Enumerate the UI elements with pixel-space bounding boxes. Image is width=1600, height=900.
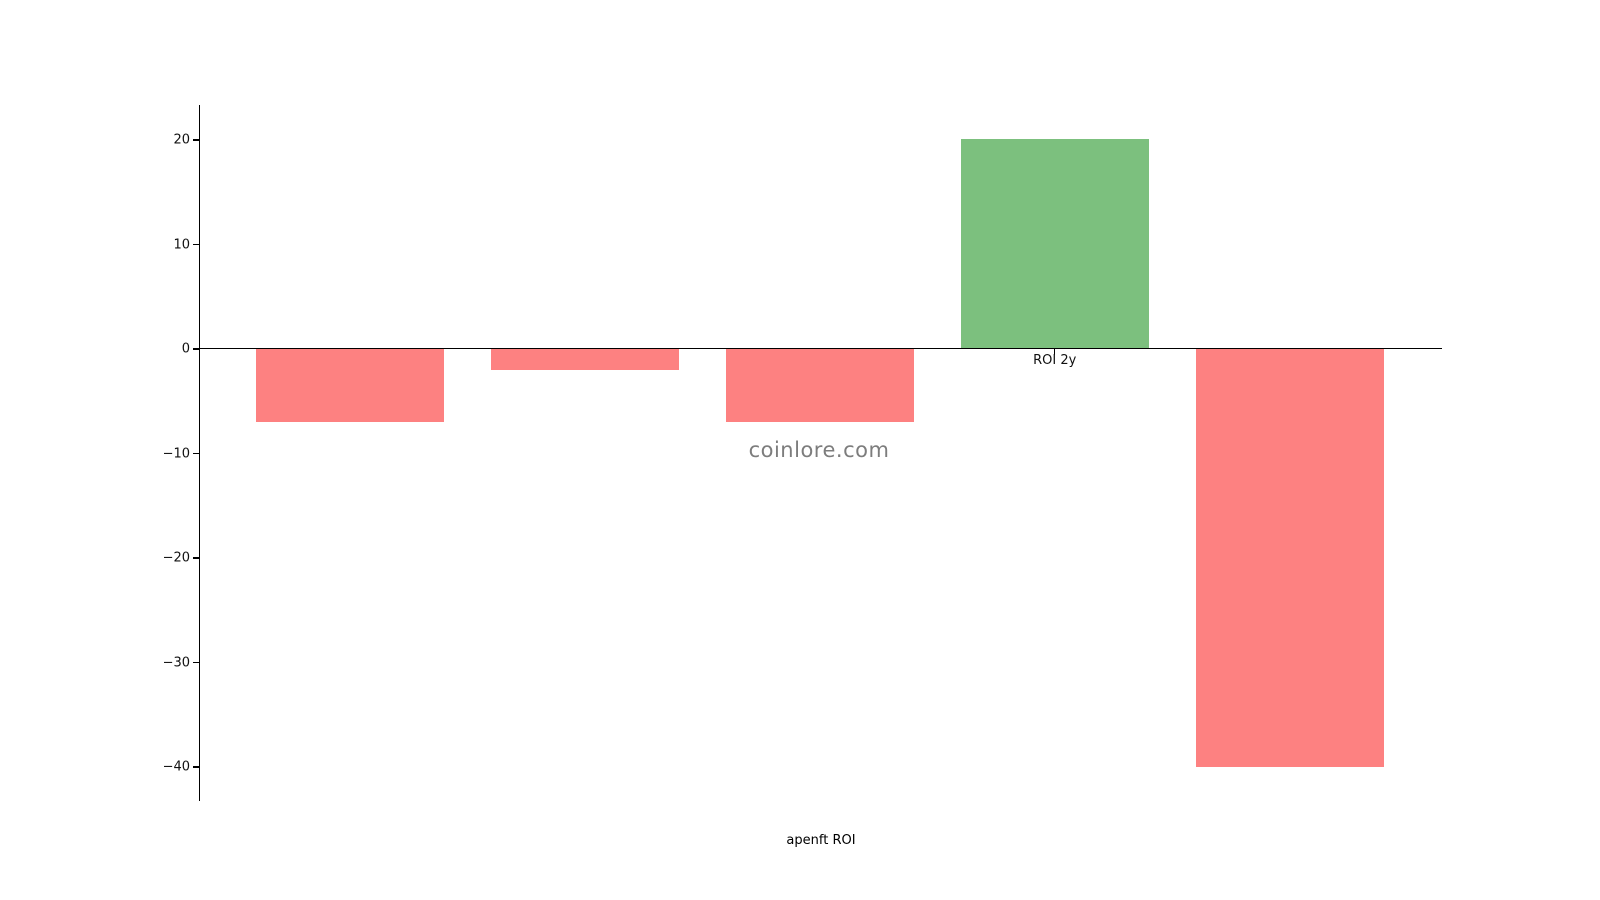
y-tick-mark <box>193 661 200 664</box>
x-tick-label-roi-2y: ROI 2y <box>1033 352 1077 368</box>
x-tick-mark <box>1054 344 1056 355</box>
y-tick-label: −20 <box>162 550 190 566</box>
y-tick-mark <box>193 557 200 559</box>
y-tick-label: −40 <box>162 759 190 775</box>
bar-roi-2y <box>960 139 1149 348</box>
y-tick-label: 10 <box>173 237 190 252</box>
y-tick-mark <box>193 243 200 246</box>
chart-xlabel: apenft ROI <box>786 833 856 848</box>
bar-1 <box>256 349 444 423</box>
bar-5 <box>1195 349 1384 767</box>
y-tick-label: 20 <box>173 132 190 148</box>
zero-axis-line <box>200 348 1442 350</box>
y-tick-mark <box>193 766 200 768</box>
y-tick-label: −30 <box>162 655 190 670</box>
watermark-text: coinlore.com <box>748 438 890 462</box>
y-tick-mark <box>193 139 200 141</box>
bar-2 <box>490 349 679 370</box>
y-tick-mark <box>193 452 200 455</box>
bar-3 <box>725 349 914 423</box>
y-tick-label: 0 <box>181 341 190 357</box>
y-tick-mark <box>193 348 200 350</box>
y-tick-label: −10 <box>162 446 190 461</box>
